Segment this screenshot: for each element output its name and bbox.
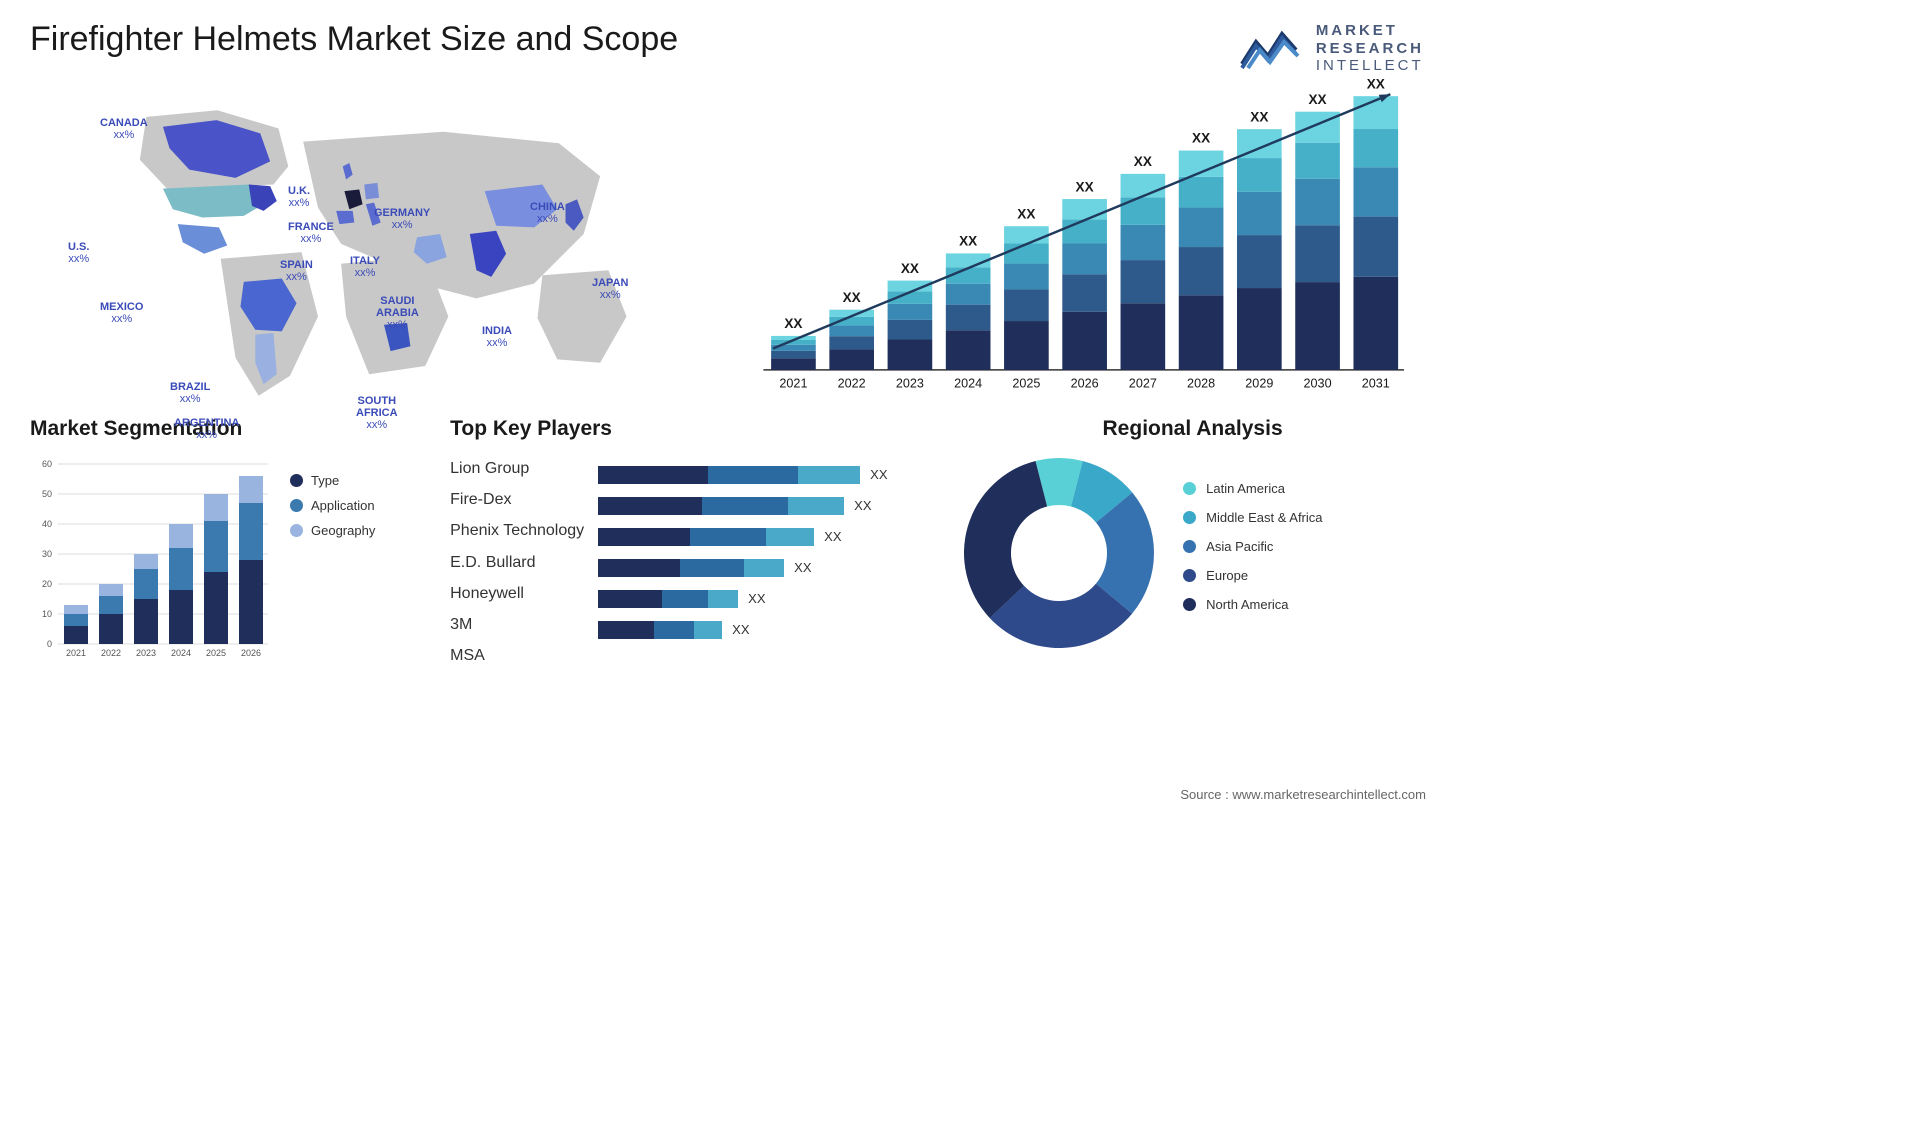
player-label: 3M xyxy=(450,609,584,640)
player-bar-row: XX xyxy=(598,459,939,490)
brand-logo: MARKET RESEARCH INTELLECT xyxy=(1238,22,1424,75)
map-label: GERMANYxx% xyxy=(374,207,430,231)
map-label: ARGENTINAxx% xyxy=(174,417,239,441)
player-label: Fire-Dex xyxy=(450,484,584,515)
svg-text:2023: 2023 xyxy=(896,376,924,390)
svg-text:2023: 2023 xyxy=(136,648,156,658)
svg-text:2022: 2022 xyxy=(101,648,121,658)
donut-chart xyxy=(959,453,1159,653)
growth-bar-chart: XX 2021 XX 2022 XX 2023 XX 2024 XX 2025 XX 2026 XX 20… xyxy=(745,69,1426,399)
svg-text:60: 60 xyxy=(42,459,52,469)
world-map-panel: CANADAxx%U.S.xx%MEXICOxx%BRAZILxx%ARGENT… xyxy=(30,69,725,399)
map-label: SAUDIARABIAxx% xyxy=(376,295,419,331)
svg-text:XX: XX xyxy=(959,234,977,249)
svg-text:2024: 2024 xyxy=(171,648,191,658)
svg-text:XX: XX xyxy=(1017,206,1035,221)
svg-text:0: 0 xyxy=(47,639,52,649)
player-label: Honeywell xyxy=(450,578,584,609)
regional-title: Regional Analysis xyxy=(959,417,1426,441)
source-label: Source : www.marketresearchintellect.com xyxy=(1180,787,1426,802)
svg-text:40: 40 xyxy=(42,519,52,529)
svg-text:2026: 2026 xyxy=(1070,376,1098,390)
legend-item: Europe xyxy=(1183,568,1322,583)
svg-text:XX: XX xyxy=(1075,179,1093,194)
map-label: BRAZILxx% xyxy=(170,381,210,405)
map-label: ITALYxx% xyxy=(350,255,380,279)
regional-chart: Latin America Middle East & Africa Asia Pa… xyxy=(959,453,1426,653)
map-label: MEXICOxx% xyxy=(100,301,143,325)
legend-item: Middle East & Africa xyxy=(1183,510,1322,525)
svg-text:2027: 2027 xyxy=(1129,376,1157,390)
segmentation-legend: Type Application Geography xyxy=(290,473,375,673)
svg-text:XX: XX xyxy=(1250,109,1268,124)
legend-item: Geography xyxy=(290,523,375,538)
map-label: CHINAxx% xyxy=(530,201,565,225)
key-players-title: Top Key Players xyxy=(450,417,939,441)
svg-text:XX: XX xyxy=(1367,76,1385,91)
map-label: U.K.xx% xyxy=(288,185,310,209)
legend-item: North America xyxy=(1183,597,1322,612)
map-label: JAPANxx% xyxy=(592,277,628,301)
map-label: SOUTHAFRICAxx% xyxy=(356,395,398,431)
player-bar-row: XX xyxy=(598,490,939,521)
svg-text:XX: XX xyxy=(1308,92,1326,107)
key-players-chart: Lion GroupFire-DexPhenix TechnologyE.D. … xyxy=(450,453,939,671)
svg-text:10: 10 xyxy=(42,609,52,619)
svg-text:2021: 2021 xyxy=(779,376,807,390)
svg-text:2026: 2026 xyxy=(241,648,261,658)
svg-text:2025: 2025 xyxy=(206,648,226,658)
svg-text:20: 20 xyxy=(42,579,52,589)
map-label: CANADAxx% xyxy=(100,117,148,141)
map-label: FRANCExx% xyxy=(288,221,334,245)
regional-legend: Latin America Middle East & Africa Asia Pa… xyxy=(1183,481,1322,626)
svg-text:2029: 2029 xyxy=(1245,376,1273,390)
svg-text:30: 30 xyxy=(42,549,52,559)
legend-item: Type xyxy=(290,473,375,488)
player-bar-row: XX xyxy=(598,583,939,614)
player-label: MSA xyxy=(450,640,584,671)
svg-text:50: 50 xyxy=(42,489,52,499)
svg-text:2030: 2030 xyxy=(1303,376,1331,390)
svg-text:2031: 2031 xyxy=(1362,376,1390,390)
segmentation-chart: 0 10 20 30 40 50 60 2021 2022 2023 2024 2025 2026 Ty… xyxy=(30,453,430,673)
legend-item: Application xyxy=(290,498,375,513)
svg-text:2021: 2021 xyxy=(66,648,86,658)
svg-text:XX: XX xyxy=(901,261,919,276)
map-label: INDIAxx% xyxy=(482,325,512,349)
svg-text:2028: 2028 xyxy=(1187,376,1215,390)
legend-item: Asia Pacific xyxy=(1183,539,1322,554)
legend-item: Latin America xyxy=(1183,481,1322,496)
svg-text:2022: 2022 xyxy=(837,376,865,390)
svg-text:XX: XX xyxy=(842,290,860,305)
player-bar-row: XX xyxy=(598,521,939,552)
map-label: U.S.xx% xyxy=(68,241,89,265)
player-label: Lion Group xyxy=(450,453,584,484)
page-title: Firefighter Helmets Market Size and Scop… xyxy=(30,20,1426,59)
svg-text:XX: XX xyxy=(1134,154,1152,169)
logo-icon xyxy=(1238,24,1308,74)
player-label: Phenix Technology xyxy=(450,515,584,546)
svg-text:2025: 2025 xyxy=(1012,376,1040,390)
player-bar-row: XX xyxy=(598,614,939,645)
svg-text:2024: 2024 xyxy=(954,376,982,390)
player-label: E.D. Bullard xyxy=(450,547,584,578)
player-bar-row: XX xyxy=(598,552,939,583)
map-label: SPAINxx% xyxy=(280,259,313,283)
svg-text:XX: XX xyxy=(784,316,802,331)
logo-text: MARKET RESEARCH INTELLECT xyxy=(1316,22,1424,75)
svg-text:XX: XX xyxy=(1192,131,1210,146)
